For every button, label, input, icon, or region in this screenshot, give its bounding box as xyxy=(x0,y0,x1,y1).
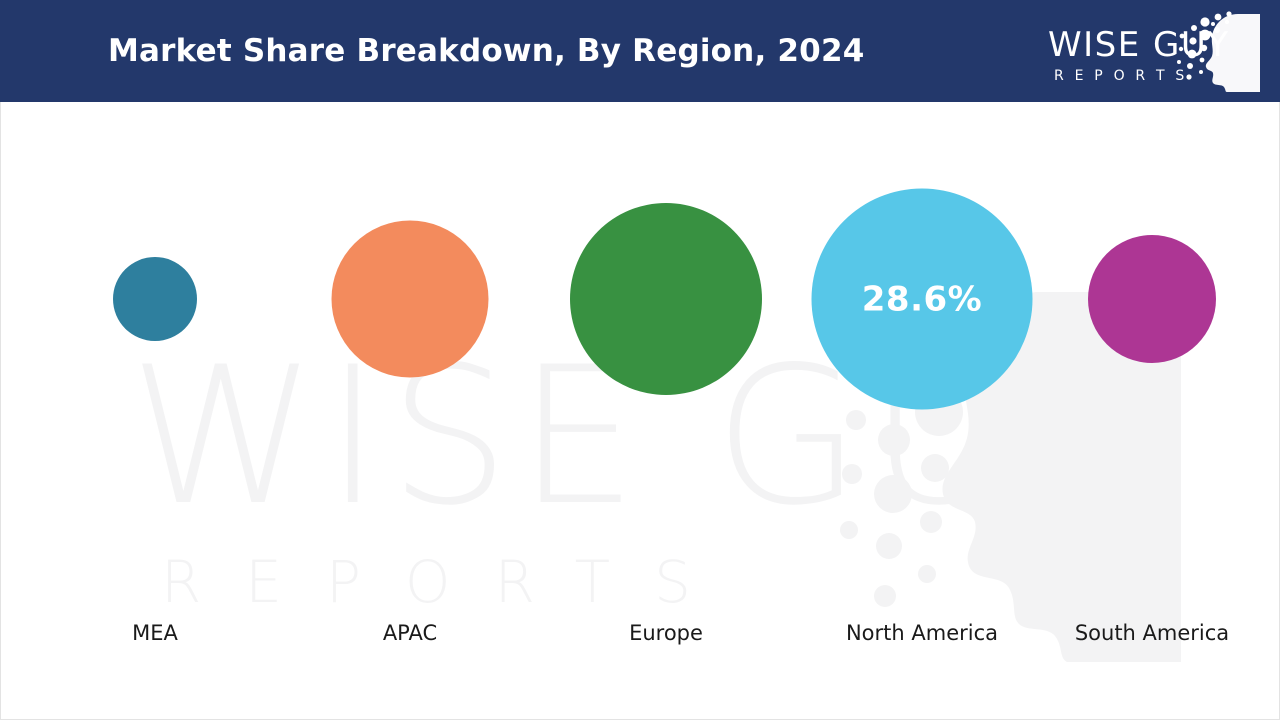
category-label-europe: Europe xyxy=(629,621,703,645)
logo-wordmark-secondary: R E P O R T S xyxy=(1054,68,1188,84)
chart-plot-area: WISE GUY REPORTS xyxy=(0,102,1280,720)
bubble-apac[interactable] xyxy=(331,220,489,378)
bubble-europe[interactable] xyxy=(570,203,762,395)
header-bar: Market Share Breakdown, By Region, 2024 … xyxy=(0,0,1280,102)
category-label-apac: APAC xyxy=(382,621,438,645)
bubble-value-north-america: 28.6% xyxy=(861,279,983,319)
logo-wordmark-primary: WISE GUY xyxy=(1048,25,1230,65)
bubble-north-america[interactable]: 28.6% xyxy=(811,188,1033,410)
bubble-mea[interactable] xyxy=(113,257,197,341)
category-label-mea: MEA xyxy=(132,621,178,645)
category-label-south-america: South America xyxy=(1074,621,1230,645)
page-title: Market Share Breakdown, By Region, 2024 xyxy=(108,33,865,69)
head-profile-dots-icon xyxy=(1177,11,1260,92)
bubble-south-america[interactable] xyxy=(1088,235,1216,363)
bubble-series: 28.6% MEA APAC Europe North America Sout… xyxy=(1,102,1279,719)
category-label-north-america: North America xyxy=(845,621,999,645)
wise-guy-reports-logo: WISE GUY R E P O R T S xyxy=(1042,8,1266,94)
